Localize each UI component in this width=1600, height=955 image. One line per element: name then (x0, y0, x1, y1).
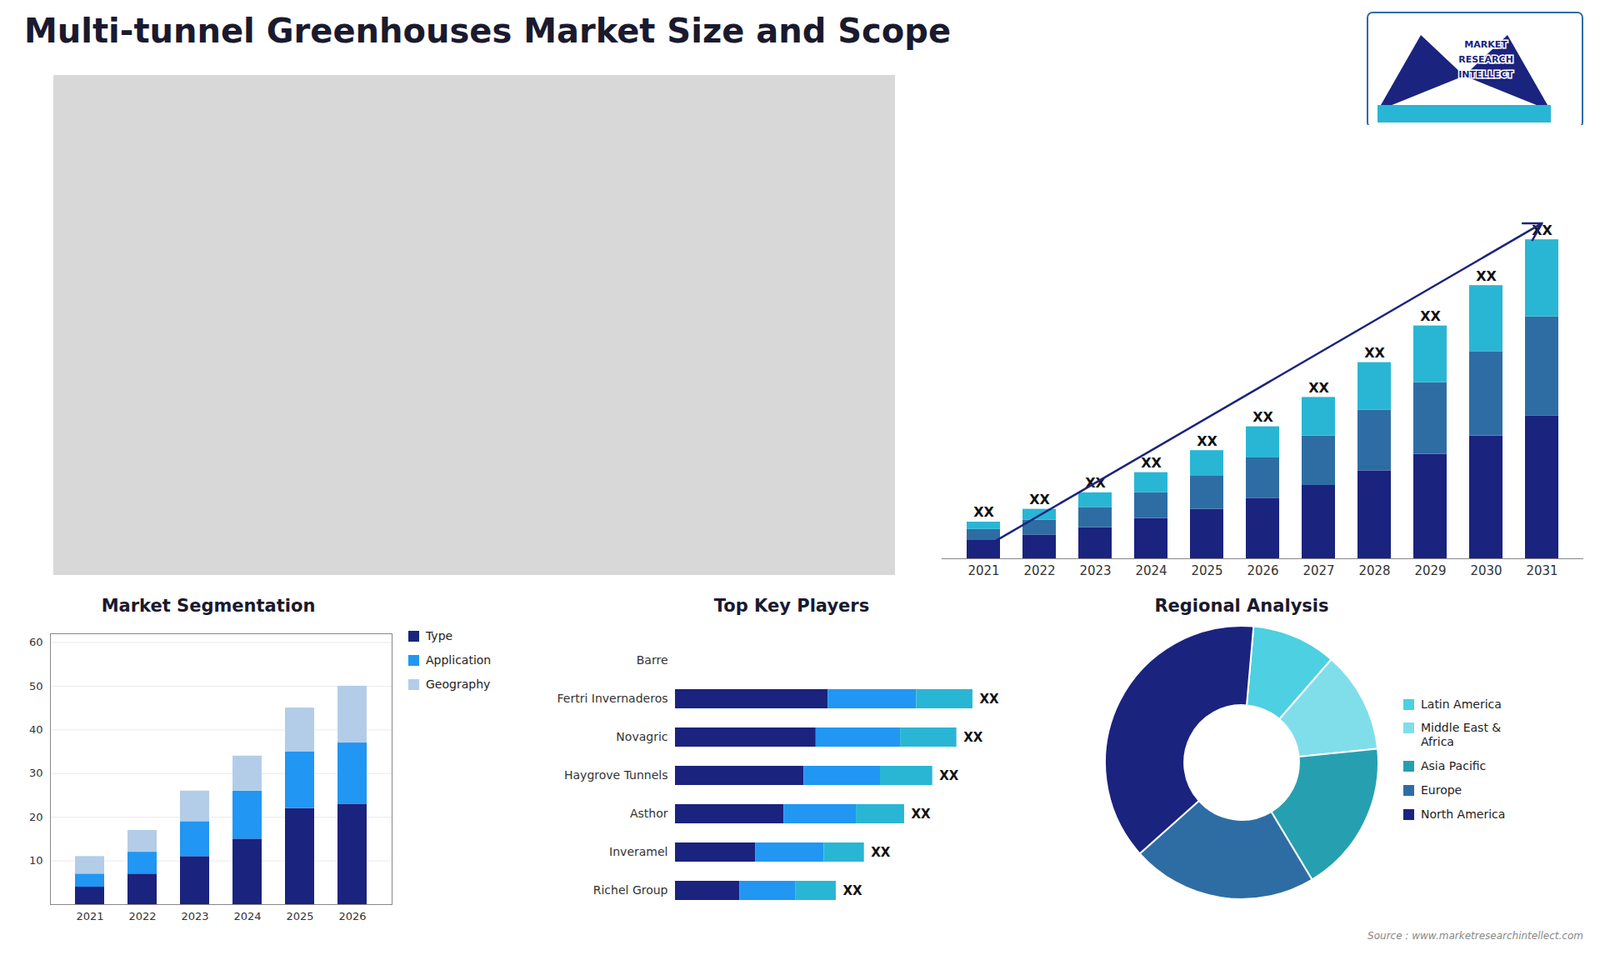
svg-text:2030: 2030 (1470, 563, 1502, 579)
svg-text:XX: XX (1475, 268, 1497, 285)
svg-text:2023: 2023 (1079, 563, 1111, 579)
svg-text:XX: XX (1029, 491, 1050, 508)
svg-text:XX: XX (1420, 308, 1441, 325)
svg-text:2023: 2023 (180, 910, 209, 923)
html-text:Application: Application (425, 653, 491, 667)
html-text:Market Segmentation: Market Segmentation (101, 595, 316, 616)
svg-text:30: 30 (29, 766, 44, 780)
svg-text:2021: 2021 (967, 563, 1000, 579)
svg-text:XX: XX (1085, 475, 1106, 492)
svg-text:2028: 2028 (1358, 563, 1390, 579)
svg-text:XX: XX (910, 806, 931, 822)
svg-text:20: 20 (29, 810, 44, 824)
svg-text:XX: XX (1364, 345, 1385, 361)
svg-text:XX: XX (842, 883, 863, 899)
svg-text:Haygrove Tunnels: Haygrove Tunnels (564, 768, 668, 782)
svg-text:2022: 2022 (128, 910, 156, 923)
svg-text:XX: XX (979, 691, 1000, 707)
html-text:North America: North America (1420, 807, 1506, 821)
html-text:Europe: Europe (1420, 783, 1462, 797)
svg-text:XX: XX (963, 730, 984, 745)
html-text:Geography: Geography (425, 677, 491, 691)
svg-text:XX: XX (870, 845, 891, 860)
svg-text:MARKET: MARKET (1464, 39, 1508, 50)
svg-text:XX: XX (1308, 380, 1330, 396)
svg-text:RESEARCH: RESEARCH (1458, 54, 1514, 65)
svg-text:2027: 2027 (1302, 563, 1335, 579)
svg-text:Barre: Barre (636, 653, 669, 667)
svg-text:50: 50 (29, 680, 44, 693)
svg-text:2026: 2026 (1246, 563, 1279, 579)
svg-text:XX: XX (939, 768, 960, 784)
svg-text:XX: XX (1531, 222, 1553, 239)
svg-text:2031: 2031 (1525, 563, 1558, 579)
svg-text:10: 10 (29, 854, 44, 867)
svg-text:2026: 2026 (338, 910, 366, 923)
html-text:Regional Analysis: Regional Analysis (1154, 595, 1329, 616)
svg-text:60: 60 (29, 635, 44, 649)
svg-text:2024: 2024 (233, 910, 261, 923)
svg-text:XX: XX (1140, 455, 1162, 471)
svg-text:40: 40 (29, 723, 44, 736)
html-text:Middle East & Africa: Middle East & Africa (1420, 721, 1502, 749)
svg-text:2024: 2024 (1135, 563, 1167, 579)
svg-text:2025: 2025 (285, 910, 314, 923)
svg-text:2021: 2021 (75, 910, 104, 923)
html-text:Source : www.marketresearchint: Source : www.marketresearchintellect.com (1367, 930, 1584, 942)
svg-text:Inveramel: Inveramel (609, 845, 668, 859)
html-text:Top Key Players: Top Key Players (714, 595, 870, 616)
svg-text:Asthor: Asthor (630, 806, 669, 820)
svg-text:2029: 2029 (1414, 563, 1446, 579)
svg-text:Novagric: Novagric (615, 730, 668, 744)
svg-text:Richel Group: Richel Group (593, 883, 669, 897)
svg-text:XX: XX (973, 504, 995, 520)
svg-text:XX: XX (1196, 433, 1218, 450)
html-text:Type: Type (425, 629, 453, 643)
html-text:Asia Pacific: Asia Pacific (1420, 759, 1487, 773)
svg-text:Fertri Invernaderos: Fertri Invernaderos (557, 691, 669, 705)
svg-text:INTELLECT: INTELLECT (1458, 69, 1514, 80)
svg-text:2022: 2022 (1023, 563, 1055, 579)
html-text:Multi-tunnel Greenhouses Marke: Multi-tunnel Greenhouses Market Size and… (24, 11, 951, 50)
html-text:Latin America: Latin America (1420, 697, 1502, 711)
svg-text:2025: 2025 (1190, 563, 1223, 579)
svg-text:XX: XX (1252, 409, 1274, 425)
